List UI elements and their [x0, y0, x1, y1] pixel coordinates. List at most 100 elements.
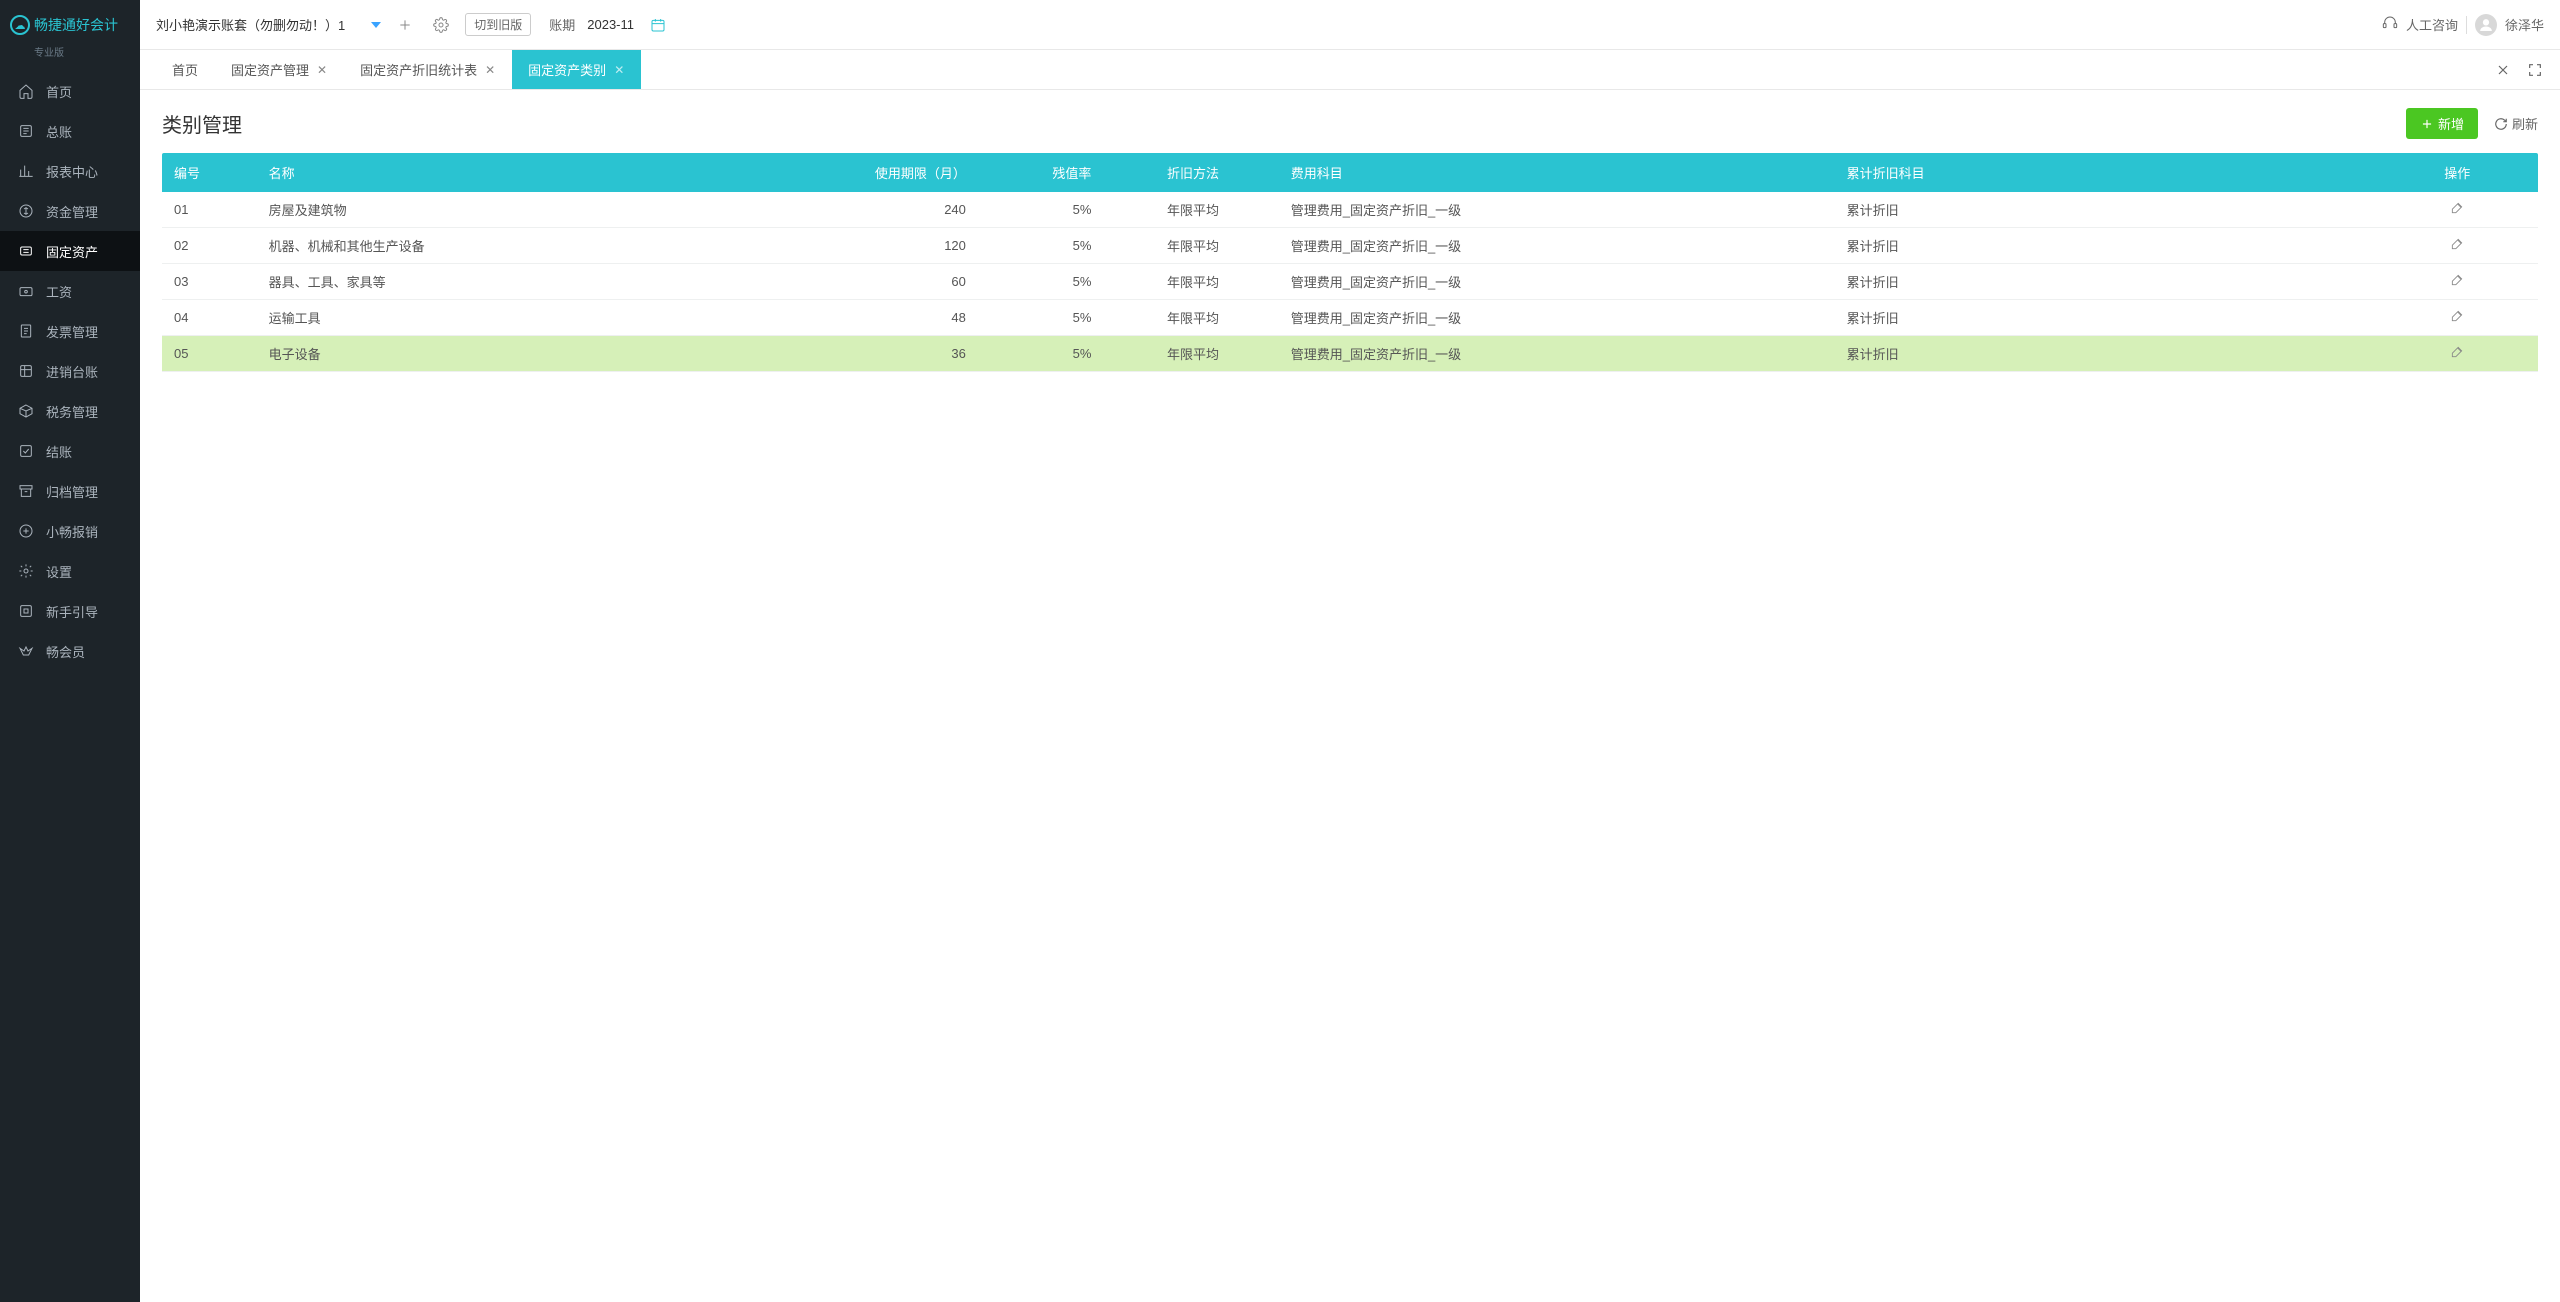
account-selector[interactable]: 刘小艳演示账套（勿删勿动！）1 [156, 15, 381, 34]
cell-subject: 管理费用_固定资产折旧_一级 [1283, 264, 1839, 300]
column-header-rate: 残值率 [978, 153, 1104, 192]
sidebar-item-asset[interactable]: 固定资产 [0, 231, 140, 271]
settings-icon [18, 563, 34, 579]
column-header-months: 使用期限（月） [781, 153, 978, 192]
edit-icon[interactable] [2450, 203, 2464, 218]
cell-name: 房屋及建筑物 [261, 192, 781, 228]
cell-name: 机器、机械和其他生产设备 [261, 228, 781, 264]
edit-icon[interactable] [2450, 311, 2464, 326]
cell-months: 60 [781, 264, 978, 300]
cell-subject: 管理费用_固定资产折旧_一级 [1283, 192, 1839, 228]
close-icon[interactable]: ✕ [614, 63, 624, 77]
settings-icon[interactable] [429, 13, 453, 37]
tab-2[interactable]: 固定资产折旧统计表 ✕ [344, 50, 512, 89]
avatar-icon[interactable] [2475, 14, 2497, 36]
cell-subject: 管理费用_固定资产折旧_一级 [1283, 336, 1839, 372]
nav: 首页总账报表中心资金管理固定资产工资发票管理进销台账税务管理结账归档管理小畅报销… [0, 65, 140, 1302]
vip-icon [18, 643, 34, 659]
headset-icon[interactable] [2382, 15, 2398, 34]
sidebar-item-label: 小畅报销 [46, 522, 98, 541]
tab-label: 固定资产类别 [528, 60, 606, 79]
sidebar-item-invoice[interactable]: 发票管理 [0, 311, 140, 351]
close-icon[interactable]: ✕ [317, 63, 327, 77]
sidebar-item-settings[interactable]: 设置 [0, 551, 140, 591]
tab-3[interactable]: 固定资产类别 ✕ [512, 50, 641, 89]
table-row[interactable]: 04运输工具485%年限平均管理费用_固定资产折旧_一级累计折旧 [162, 300, 2538, 336]
add-button-label: 新增 [2438, 114, 2464, 133]
logo[interactable]: ☁ 畅捷通好会计 [0, 0, 140, 50]
cell-months: 120 [781, 228, 978, 264]
cell-months: 48 [781, 300, 978, 336]
close-icon[interactable]: ✕ [485, 63, 495, 77]
sidebar-item-home[interactable]: 首页 [0, 71, 140, 111]
report-icon [18, 163, 34, 179]
table-row[interactable]: 02机器、机械和其他生产设备1205%年限平均管理费用_固定资产折旧_一级累计折… [162, 228, 2538, 264]
cell-actions [2377, 192, 2538, 228]
archive-icon [18, 483, 34, 499]
reimburse-icon [18, 523, 34, 539]
guide-icon [18, 603, 34, 619]
cell-months: 240 [781, 192, 978, 228]
cell-id: 01 [162, 192, 261, 228]
user-name[interactable]: 徐泽华 [2505, 15, 2544, 34]
sidebar-item-label: 发票管理 [46, 322, 98, 341]
sidebar-item-money[interactable]: 资金管理 [0, 191, 140, 231]
consult-label[interactable]: 人工咨询 [2406, 15, 2458, 34]
cell-name: 运输工具 [261, 300, 781, 336]
cell-subject: 管理费用_固定资产折旧_一级 [1283, 300, 1839, 336]
sidebar-item-purchase[interactable]: 进销台账 [0, 351, 140, 391]
table-row[interactable]: 01房屋及建筑物2405%年限平均管理费用_固定资产折旧_一级累计折旧 [162, 192, 2538, 228]
edit-icon[interactable] [2450, 347, 2464, 362]
cell-id: 02 [162, 228, 261, 264]
cell-actions [2377, 300, 2538, 336]
tabs: 首页固定资产管理 ✕ 固定资产折旧统计表 ✕ 固定资产类别 ✕ [140, 50, 2560, 90]
edit-icon[interactable] [2450, 239, 2464, 254]
column-header-name: 名称 [261, 153, 781, 192]
content: 类别管理 新增 刷新 编号名称使用期限（月）残值率折旧方法费用科目累计折旧科目操… [140, 90, 2560, 1302]
cell-months: 36 [781, 336, 978, 372]
sidebar-item-report[interactable]: 报表中心 [0, 151, 140, 191]
sidebar-item-label: 畅会员 [46, 642, 85, 661]
money-icon [18, 203, 34, 219]
asset-icon [18, 243, 34, 259]
cell-rate: 5% [978, 192, 1104, 228]
purchase-icon [18, 363, 34, 379]
sidebar-item-ledger[interactable]: 总账 [0, 111, 140, 151]
fullscreen-button[interactable] [2524, 59, 2546, 81]
calendar-icon[interactable] [646, 13, 670, 37]
cell-actions [2377, 228, 2538, 264]
close-tab-button[interactable] [2492, 59, 2514, 81]
category-table: 编号名称使用期限（月）残值率折旧方法费用科目累计折旧科目操作 01房屋及建筑物2… [162, 153, 2538, 372]
cell-accum: 累计折旧 [1839, 336, 2377, 372]
refresh-button[interactable]: 刷新 [2494, 114, 2538, 133]
edit-icon[interactable] [2450, 275, 2464, 290]
table-row[interactable]: 05电子设备365%年限平均管理费用_固定资产折旧_一级累计折旧 [162, 336, 2538, 372]
sidebar-item-vip[interactable]: 畅会员 [0, 631, 140, 671]
tab-label: 固定资产折旧统计表 [360, 60, 477, 79]
divider [2466, 16, 2467, 34]
cell-accum: 累计折旧 [1839, 228, 2377, 264]
column-header-subject: 费用科目 [1283, 153, 1839, 192]
table-row[interactable]: 03器具、工具、家具等605%年限平均管理费用_固定资产折旧_一级累计折旧 [162, 264, 2538, 300]
tab-0[interactable]: 首页 [156, 50, 215, 89]
cell-name: 器具、工具、家具等 [261, 264, 781, 300]
tab-1[interactable]: 固定资产管理 ✕ [215, 50, 344, 89]
sidebar: ☁ 畅捷通好会计 专业版 首页总账报表中心资金管理固定资产工资发票管理进销台账税… [0, 0, 140, 1302]
cell-method: 年限平均 [1103, 264, 1282, 300]
add-account-button[interactable] [393, 13, 417, 37]
sidebar-item-tax[interactable]: 税务管理 [0, 391, 140, 431]
sidebar-item-salary[interactable]: 工资 [0, 271, 140, 311]
sidebar-item-reimburse[interactable]: 小畅报销 [0, 511, 140, 551]
close-icon [18, 443, 34, 459]
cell-rate: 5% [978, 228, 1104, 264]
old-version-button[interactable]: 切到旧版 [465, 13, 531, 36]
sidebar-item-guide[interactable]: 新手引导 [0, 591, 140, 631]
main: 刘小艳演示账套（勿删勿动！）1 切到旧版 账期 2023-11 人工咨询 [140, 0, 2560, 1302]
add-button[interactable]: 新增 [2406, 108, 2478, 139]
account-name: 刘小艳演示账套（勿删勿动！）1 [156, 15, 345, 34]
sidebar-item-archive[interactable]: 归档管理 [0, 471, 140, 511]
sidebar-item-label: 结账 [46, 442, 72, 461]
sidebar-item-close[interactable]: 结账 [0, 431, 140, 471]
tab-label: 固定资产管理 [231, 60, 309, 79]
period-label: 账期 [549, 15, 575, 34]
